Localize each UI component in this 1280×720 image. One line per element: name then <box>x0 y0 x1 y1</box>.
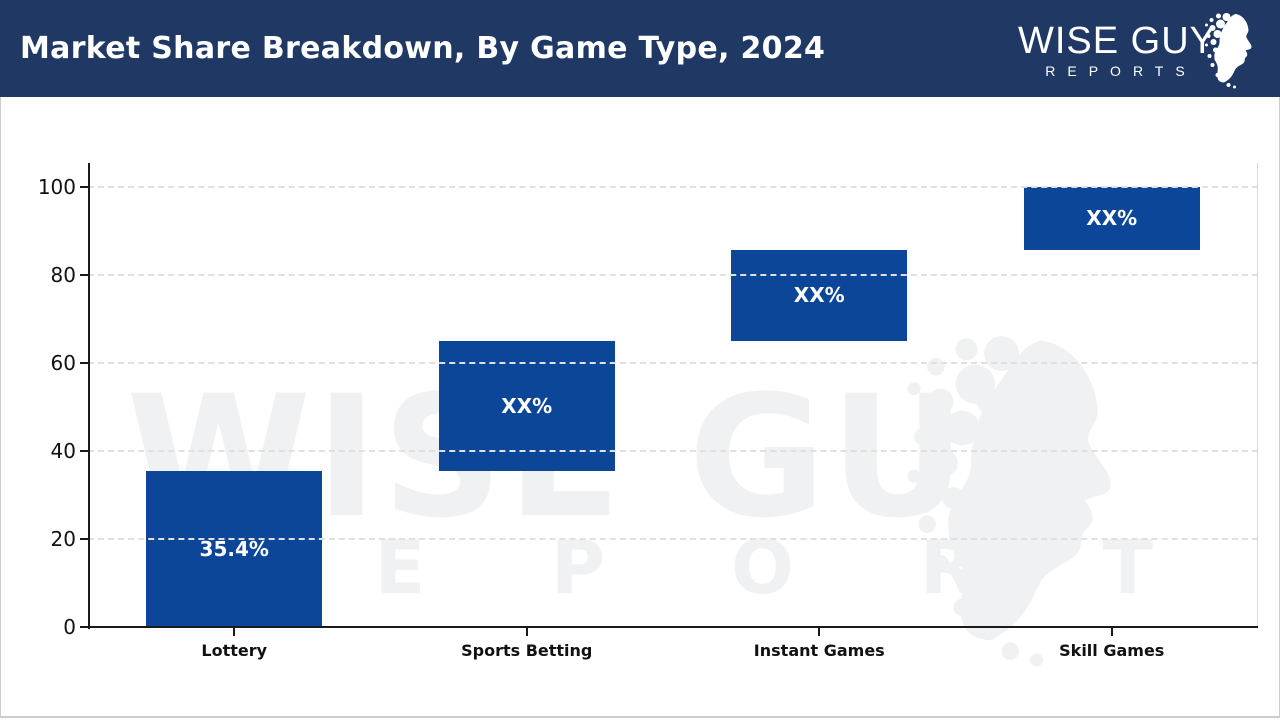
y-tick-label: 60 <box>50 351 76 375</box>
y-axis <box>88 163 90 629</box>
wise-guy-logo: WISE GUY REPORTS <box>1018 10 1266 90</box>
gridline <box>88 186 1258 188</box>
x-tick <box>818 628 821 636</box>
y-tick <box>80 538 88 540</box>
panel-border-left <box>0 97 1 718</box>
bar-value-label: XX% <box>501 394 553 419</box>
panel-border-bottom <box>0 716 1280 718</box>
logo-face-icon <box>1205 12 1252 88</box>
bar-value-label: XX% <box>1086 206 1138 231</box>
bar: XX% <box>731 249 908 341</box>
bar-value-label: XX% <box>793 283 845 308</box>
x-category-label: Instant Games <box>753 641 885 660</box>
x-category-label: Lottery <box>201 641 268 660</box>
y-tick-label: 80 <box>50 263 76 287</box>
y-tick <box>80 274 88 276</box>
logo-wordmark: WISE GUY <box>1017 19 1216 62</box>
watermark-reports: R E P O R T S <box>192 525 1280 611</box>
bar: XX% <box>1023 187 1200 250</box>
bar: 35.4% <box>146 471 323 627</box>
y-tick <box>80 450 88 452</box>
bar-value-label: 35.4% <box>199 537 269 562</box>
plot-right-spine <box>1257 163 1258 627</box>
gridline <box>88 450 1258 452</box>
x-axis <box>88 626 1258 628</box>
x-tick <box>1110 628 1113 636</box>
gridline <box>88 362 1258 364</box>
watermark-face-icon <box>907 336 1111 667</box>
y-tick <box>80 186 88 188</box>
x-category-label: Skill Games <box>1059 641 1165 660</box>
y-tick-label: 20 <box>50 527 76 551</box>
chart-area: WISE GUY R E P O R T S 35.4% XX% XX% XX% 0 20… <box>0 97 1280 720</box>
logo-wordmark-block: WISE GUY REPORTS <box>1018 22 1216 78</box>
y-tick <box>80 626 88 628</box>
y-tick-label: 40 <box>50 439 76 463</box>
page-title: Market Share Breakdown, By Game Type, 20… <box>20 31 826 66</box>
x-tick <box>525 628 528 636</box>
gridline <box>88 538 1258 540</box>
header: Market Share Breakdown, By Game Type, 20… <box>0 0 1280 97</box>
logo-subtitle: REPORTS <box>1045 62 1197 79</box>
gridline <box>88 274 1258 276</box>
y-tick <box>80 362 88 364</box>
y-tick-label: 100 <box>37 175 76 199</box>
x-category-label: Sports Betting <box>461 641 593 660</box>
x-tick <box>233 628 236 636</box>
y-tick-label: 0 <box>63 615 76 639</box>
